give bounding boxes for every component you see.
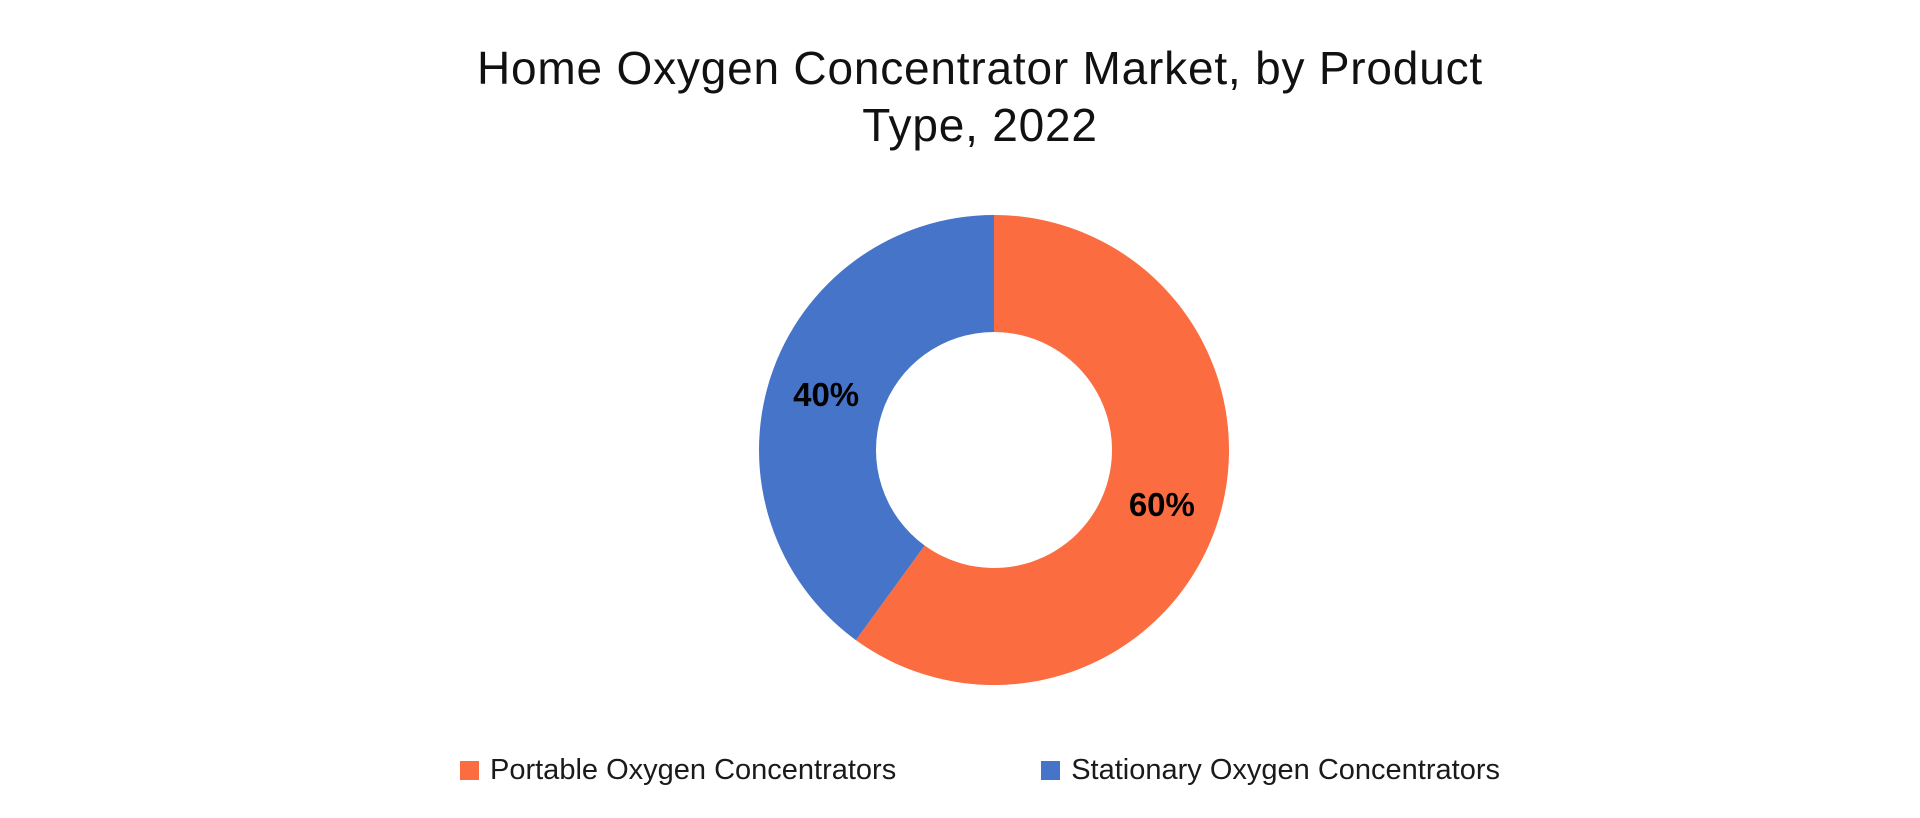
chart-title-line-1: Home Oxygen Concentrator Market, by Prod… (477, 42, 1483, 94)
donut-chart: 60% 40% (759, 215, 1229, 685)
legend-label-stationary: Stationary Oxygen Concentrators (1071, 754, 1500, 786)
chart-title-line-2: Type, 2022 (862, 99, 1098, 151)
donut-svg (759, 215, 1229, 685)
legend-item-stationary[interactable]: Stationary Oxygen Concentrators (1041, 754, 1500, 787)
legend-label-portable: Portable Oxygen Concentrators (490, 754, 897, 786)
donut-slice-1[interactable] (759, 215, 994, 641)
legend-item-portable[interactable]: Portable Oxygen Concentrators (460, 754, 896, 787)
donut-slice-0[interactable] (855, 215, 1229, 685)
legend: Portable Oxygen Concentrators Stationary… (20, 754, 1920, 787)
legend-swatch-stationary (1041, 761, 1061, 780)
legend-swatch-portable (460, 761, 479, 780)
chart-title: Home Oxygen Concentrator Market, by Prod… (20, 40, 1920, 154)
